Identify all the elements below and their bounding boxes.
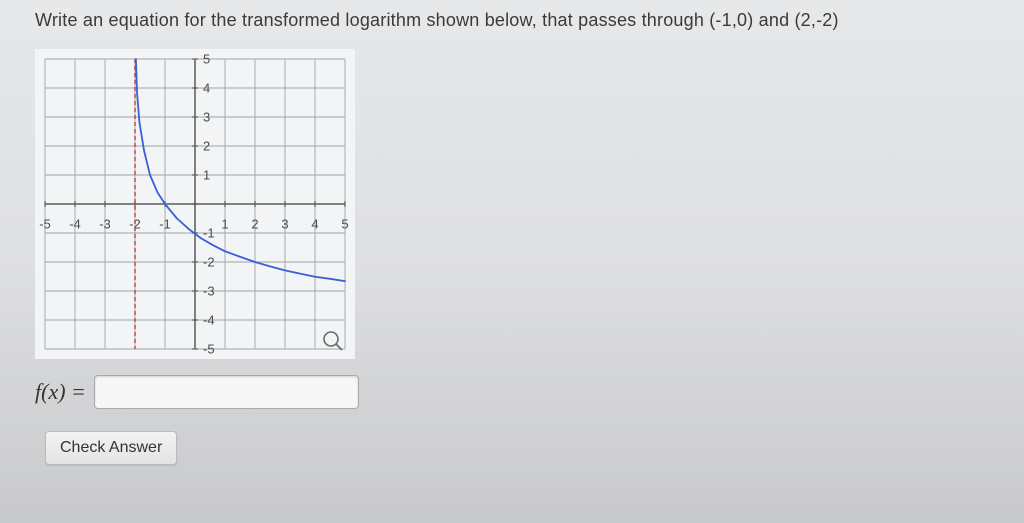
- svg-text:4: 4: [311, 217, 318, 232]
- svg-text:-4: -4: [69, 217, 81, 232]
- svg-text:2: 2: [203, 138, 210, 153]
- svg-text:-1: -1: [159, 217, 171, 232]
- svg-text:-3: -3: [203, 283, 215, 298]
- svg-text:4: 4: [203, 80, 210, 95]
- svg-text:5: 5: [203, 51, 210, 66]
- answer-row: f(x) =: [35, 375, 1005, 409]
- svg-text:5: 5: [341, 217, 348, 232]
- svg-text:-5: -5: [203, 341, 215, 356]
- worksheet: Write an equation for the transformed lo…: [25, 10, 1005, 465]
- question-prompt: Write an equation for the transformed lo…: [35, 10, 1005, 31]
- graph-container: -5-4-3-2-112345-5-4-3-2-112345: [31, 45, 361, 363]
- svg-text:-4: -4: [203, 312, 215, 327]
- svg-text:-1: -1: [203, 225, 215, 240]
- svg-text:3: 3: [281, 217, 288, 232]
- svg-text:-3: -3: [99, 217, 111, 232]
- svg-text:1: 1: [203, 167, 210, 182]
- svg-text:-2: -2: [203, 254, 215, 269]
- fx-label: f(x) =: [35, 379, 86, 405]
- check-answer-button[interactable]: Check Answer: [45, 431, 177, 465]
- answer-input[interactable]: [94, 375, 359, 409]
- svg-text:-5: -5: [39, 217, 51, 232]
- svg-text:2: 2: [251, 217, 258, 232]
- svg-text:1: 1: [221, 217, 228, 232]
- svg-text:3: 3: [203, 109, 210, 124]
- graph: -5-4-3-2-112345-5-4-3-2-112345: [35, 49, 355, 359]
